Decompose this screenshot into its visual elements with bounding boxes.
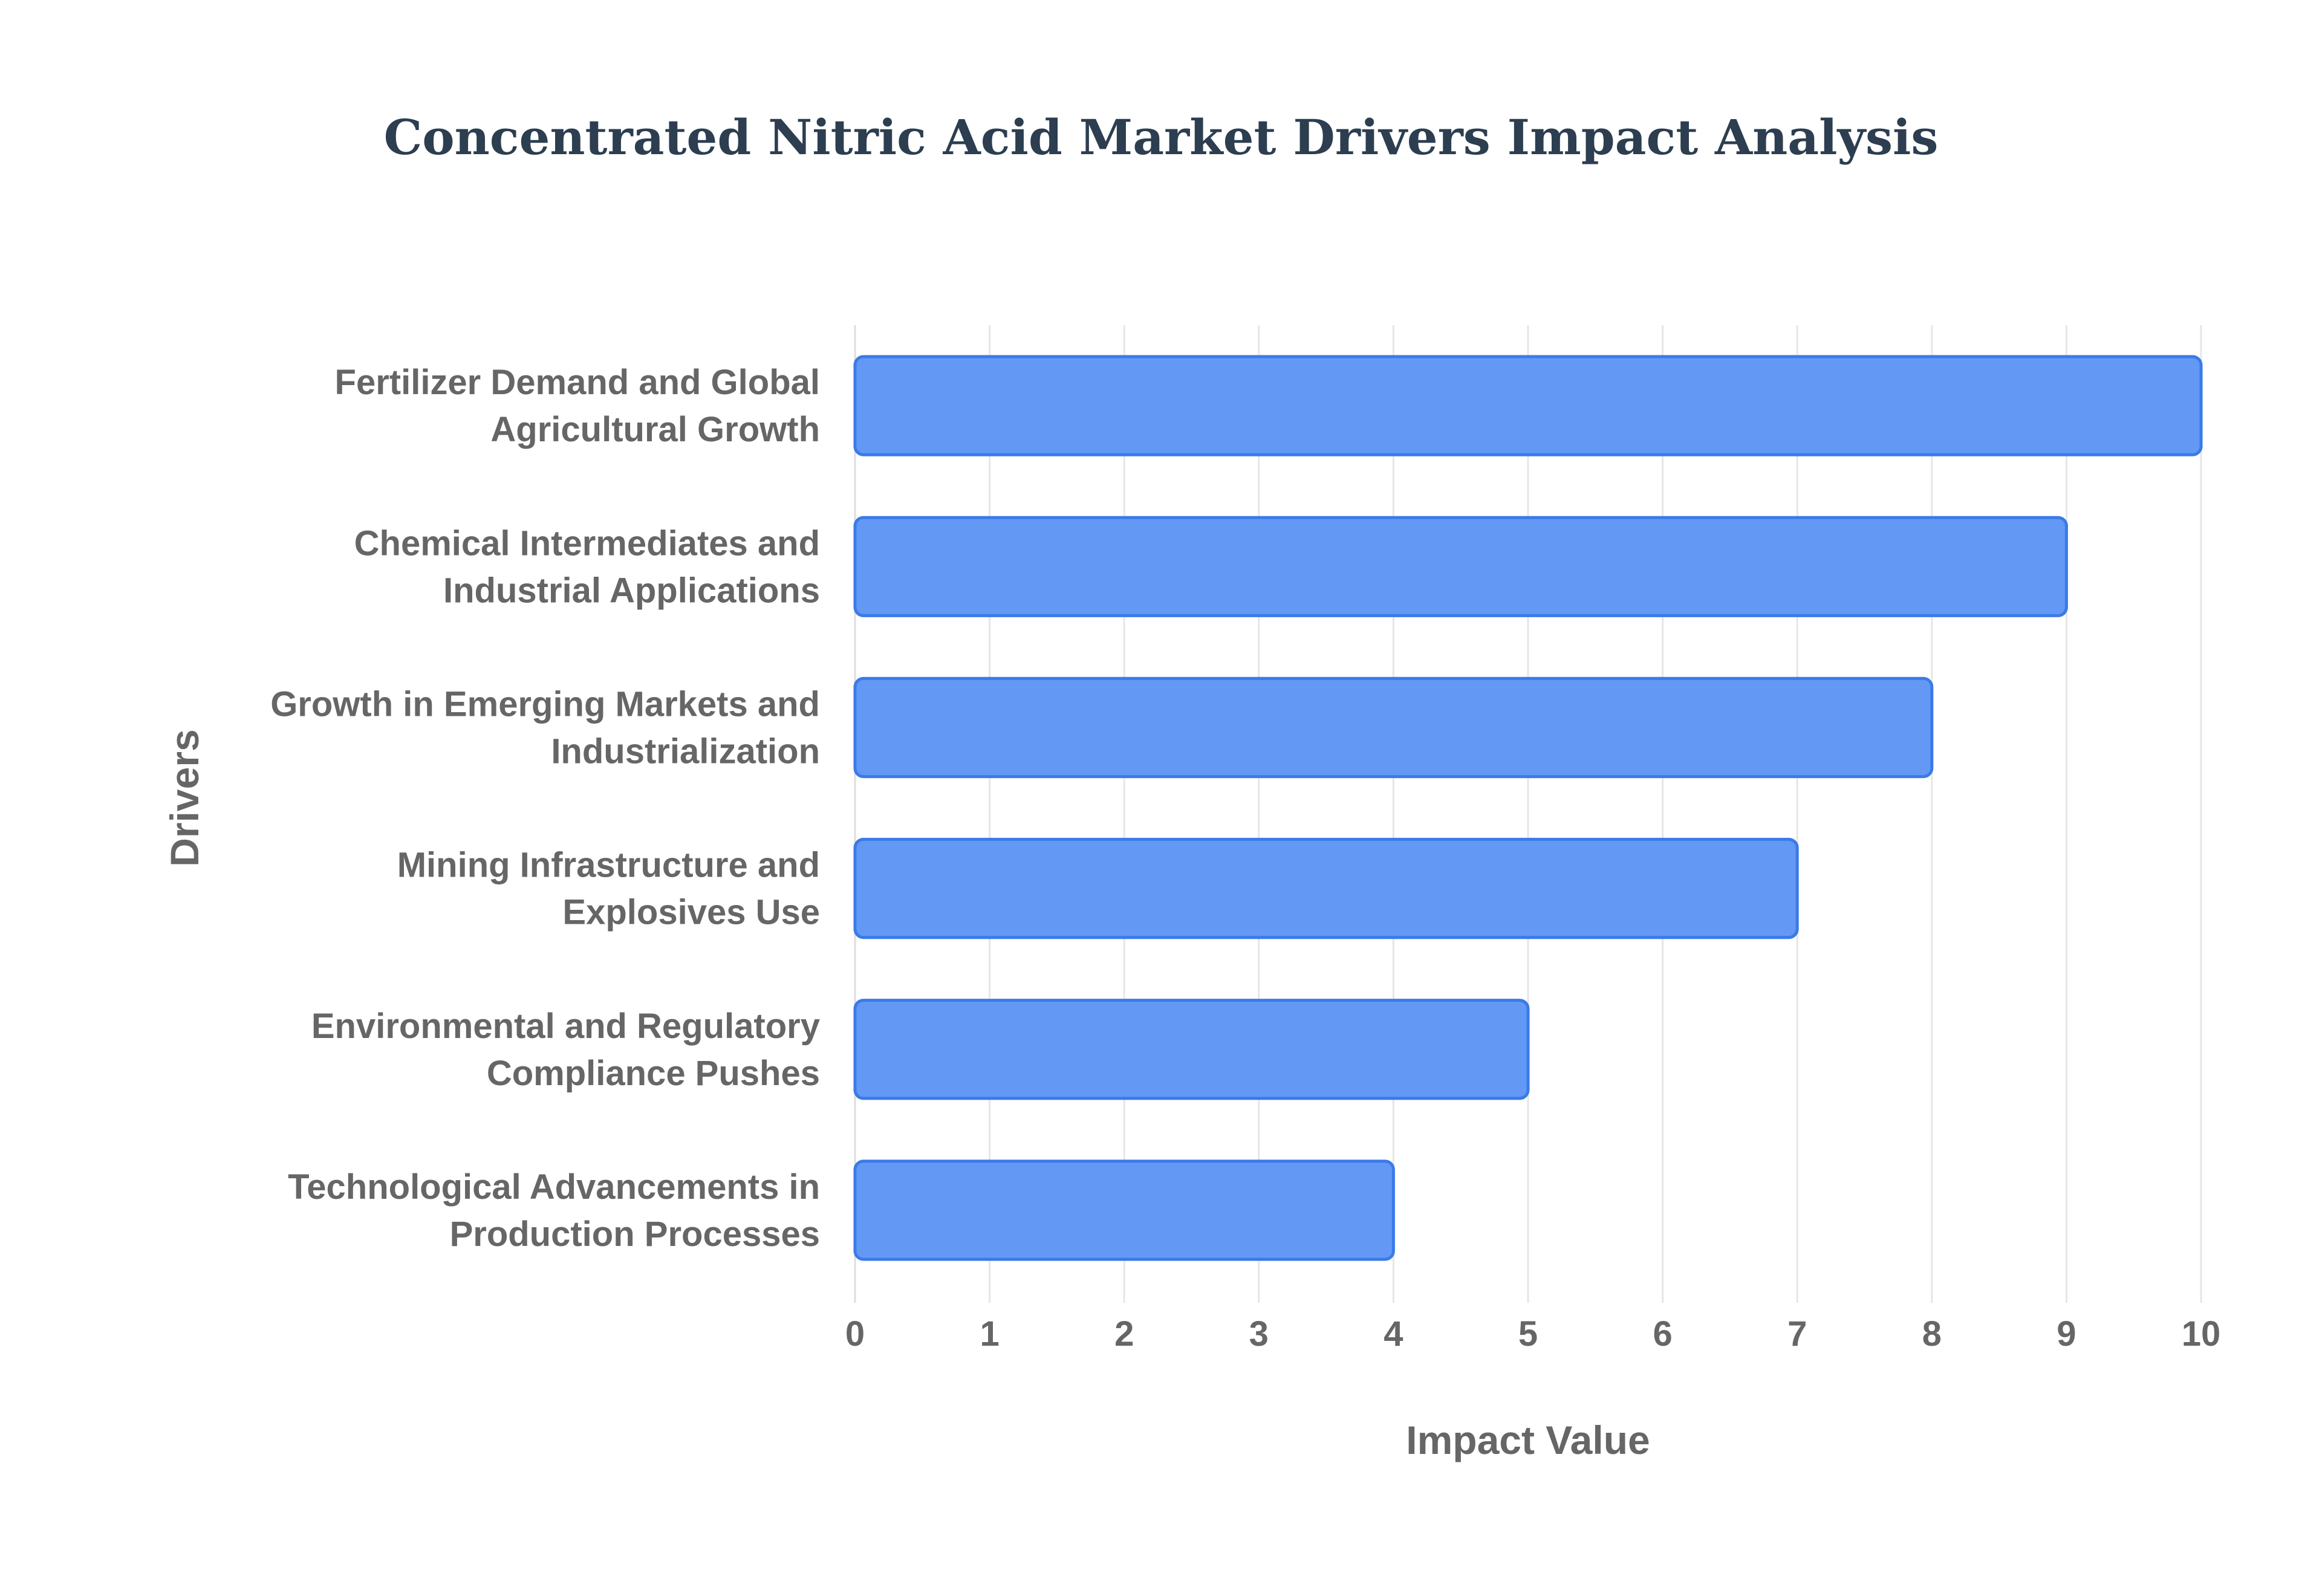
- x-tick-label: 2: [1114, 1314, 1134, 1354]
- bar: [853, 355, 2203, 456]
- bar: [853, 516, 2068, 617]
- category-label: Environmental and Regulatory Compliance P…: [311, 1007, 820, 1093]
- x-tick-label: 1: [980, 1314, 999, 1354]
- x-tick-label: 7: [1787, 1314, 1807, 1354]
- x-tick-label: 8: [1922, 1314, 1942, 1354]
- bar: [853, 1160, 1395, 1261]
- y-axis-title: Drivers: [162, 729, 207, 867]
- bar: [853, 676, 1934, 779]
- x-tick-label: 4: [1384, 1314, 1403, 1354]
- x-tick-label: 9: [2057, 1314, 2076, 1354]
- category-label: Technological Advancements in Production …: [288, 1167, 820, 1254]
- category-labels: Fertilizer Demand and Global Agricultural…: [270, 363, 820, 1254]
- category-label: Mining Infrastructure and Explosives Use: [397, 846, 820, 932]
- bars: [853, 355, 2203, 1261]
- category-label: Growth in Emerging Markets and Industrial…: [270, 684, 820, 771]
- chart-title: Concentrated Nitric Acid Market Drivers …: [384, 109, 1939, 166]
- category-label: Fertilizer Demand and Global Agricultural…: [335, 363, 820, 449]
- x-tick-labels: 0 1 2 3 4 5 6 7 8 9 10: [845, 1314, 2220, 1354]
- x-tick-label: 6: [1653, 1314, 1672, 1354]
- x-axis-title: Impact Value: [1406, 1418, 1650, 1462]
- x-tick-label: 0: [845, 1314, 865, 1354]
- bar: [853, 837, 1799, 939]
- x-tick-label: 3: [1249, 1314, 1269, 1354]
- category-label: Chemical Intermediates and Industrial App…: [354, 524, 820, 610]
- bar: [853, 999, 1530, 1100]
- x-tick-label: 5: [1518, 1314, 1538, 1354]
- grid-lines: [854, 325, 2202, 1303]
- x-tick-label: 10: [2182, 1314, 2221, 1354]
